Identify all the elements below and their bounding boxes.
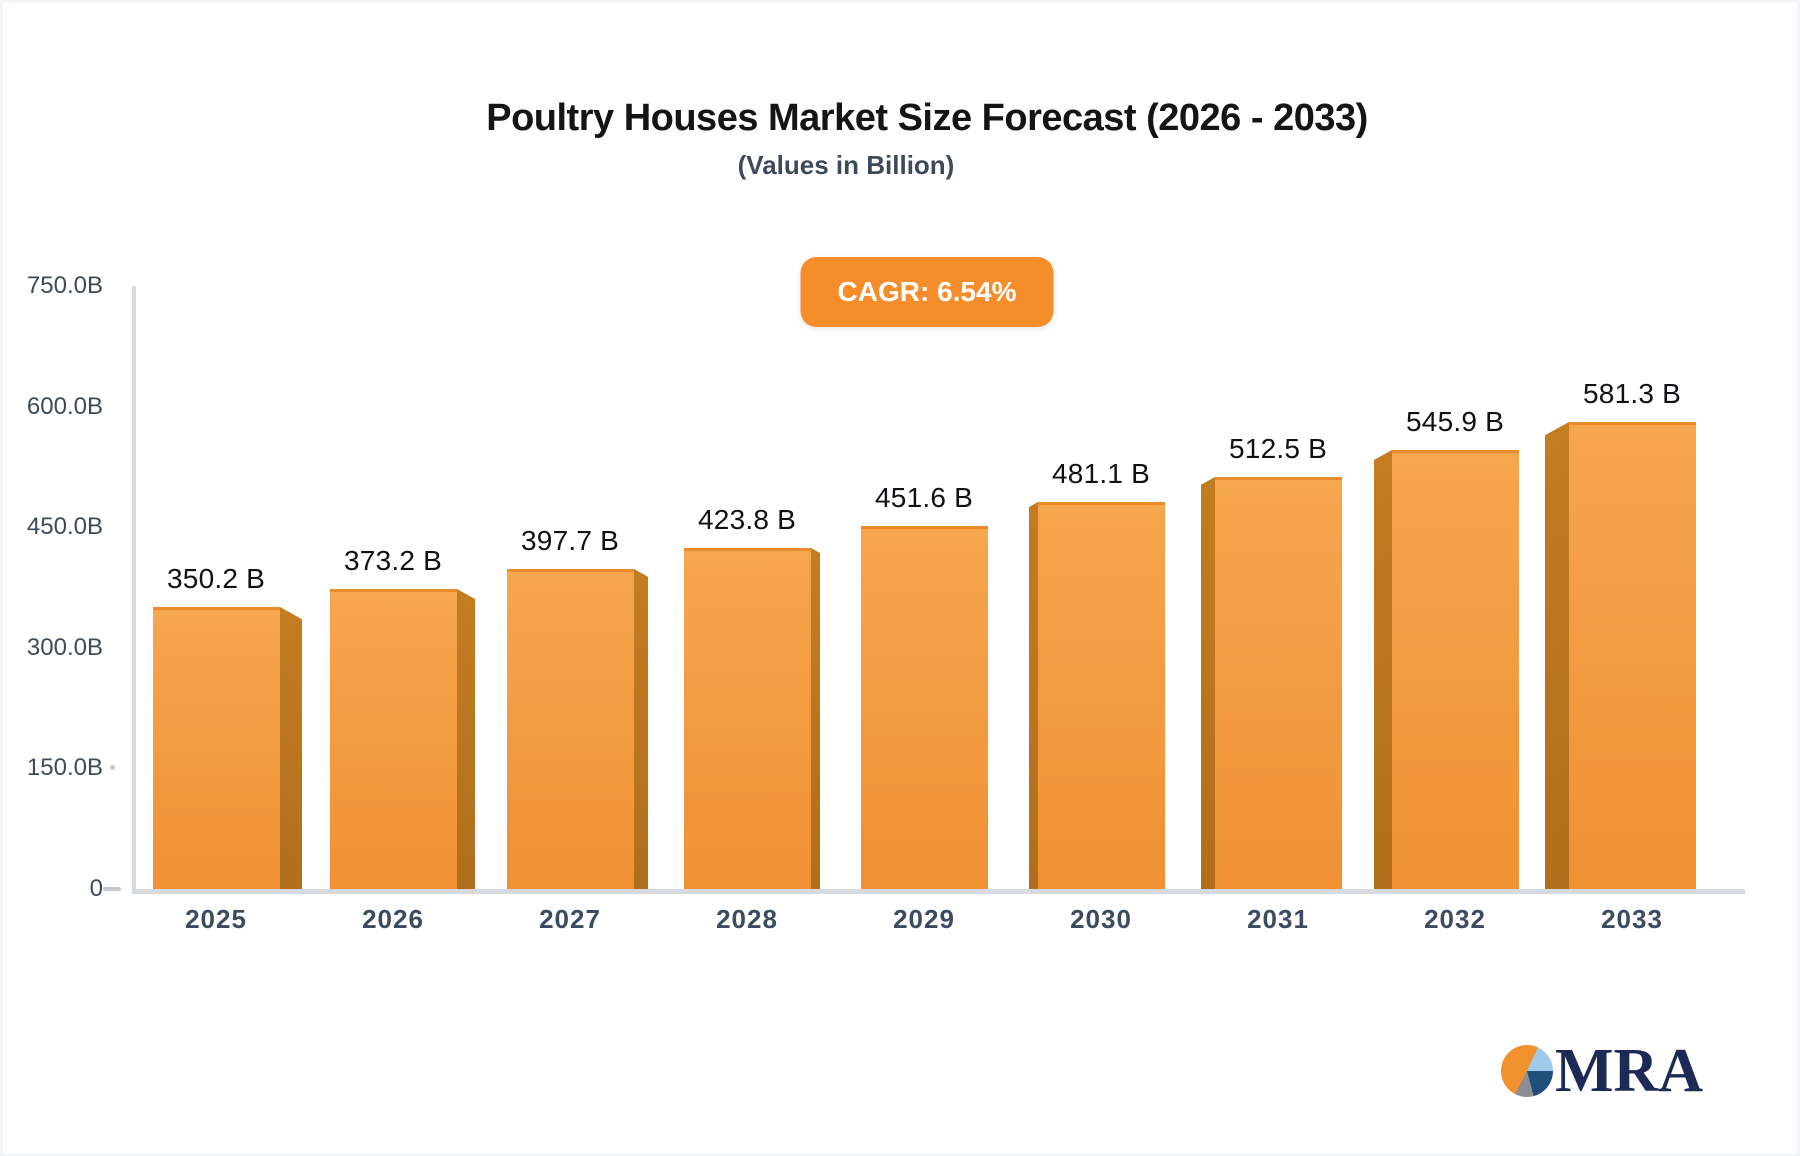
- y-axis-label-0: 0: [89, 875, 103, 902]
- bar-value-label-2033: 581.3 B: [1583, 377, 1681, 409]
- chart-subtitle: (Values in Billion): [737, 150, 955, 180]
- bar-2028: [683, 548, 811, 889]
- bar-side-face-2026: [456, 588, 475, 889]
- x-axis-label-2029: 2029: [893, 904, 955, 934]
- bar-2026: [329, 588, 457, 889]
- bar-2029: [860, 525, 988, 889]
- bar-side-face-2027: [633, 569, 648, 889]
- bar-value-label-2025: 350.2 B: [167, 563, 265, 595]
- bar-2032: [1391, 450, 1519, 889]
- y-axis-line: [132, 286, 136, 889]
- x-axis-label-2031: 2031: [1247, 904, 1309, 934]
- y-axis-label-300.0B: 300.0B: [26, 633, 103, 661]
- x-axis-line: [132, 889, 1745, 894]
- x-axis-label-2033: 2033: [1601, 904, 1663, 934]
- y-axis-label-450.0B: 450.0B: [26, 513, 103, 541]
- bar-value-label-2032: 545.9 B: [1406, 406, 1504, 438]
- bar-2030: [1037, 502, 1165, 889]
- bar-value-label-2028: 423.8 B: [698, 504, 796, 536]
- bar-2031: [1214, 476, 1342, 889]
- bar-side-face-2028: [810, 548, 820, 889]
- brand-logo: MRA: [1501, 1037, 1704, 1105]
- logo-text: MRA: [1555, 1037, 1704, 1105]
- y-axis-label-600.0B: 600.0B: [26, 392, 103, 420]
- bar-value-label-2027: 397.7 B: [521, 525, 619, 557]
- bar-side-face-2033: [1544, 421, 1569, 889]
- bar-side-face-2025: [279, 607, 302, 889]
- y-axis-label-750.0B: 750.0B: [26, 272, 103, 299]
- bar-side-face-2031: [1200, 476, 1215, 889]
- bar-value-label-2031: 512.5 B: [1229, 432, 1327, 464]
- x-axis-label-2027: 2027: [539, 904, 601, 934]
- chart-title: Poultry Houses Market Size Forecast (202…: [486, 97, 1368, 139]
- bar-value-label-2026: 373.2 B: [344, 544, 442, 576]
- bar-value-label-2030: 481.1 B: [1052, 458, 1150, 490]
- bar-side-face-2032: [1373, 450, 1392, 889]
- bar-side-face-2030: [1028, 502, 1038, 889]
- bar-2033: [1568, 421, 1696, 889]
- x-axis-label-2030: 2030: [1070, 904, 1132, 934]
- bar-2025: [152, 607, 280, 889]
- y-axis-label-150.0B: 150.0B: [26, 754, 103, 782]
- bar-value-label-2029: 451.6 B: [875, 481, 973, 513]
- x-axis-label-2026: 2026: [362, 904, 424, 934]
- plot-area: 350.2 B 373.2 B 397.7 B 423.8 B 451.6 B 481.1…: [3, 3, 1797, 889]
- pie-chart-logo-icon: [1501, 1045, 1553, 1097]
- cagr-badge: CAGR: 6.54%: [800, 257, 1054, 327]
- zero-tick-mark: [103, 887, 121, 891]
- tick-150-mark: [110, 765, 115, 770]
- x-axis-label-2028: 2028: [716, 904, 778, 934]
- bar-2027: [506, 569, 634, 889]
- x-axis-label-2025: 2025: [185, 904, 247, 934]
- x-axis-label-2032: 2032: [1424, 904, 1486, 934]
